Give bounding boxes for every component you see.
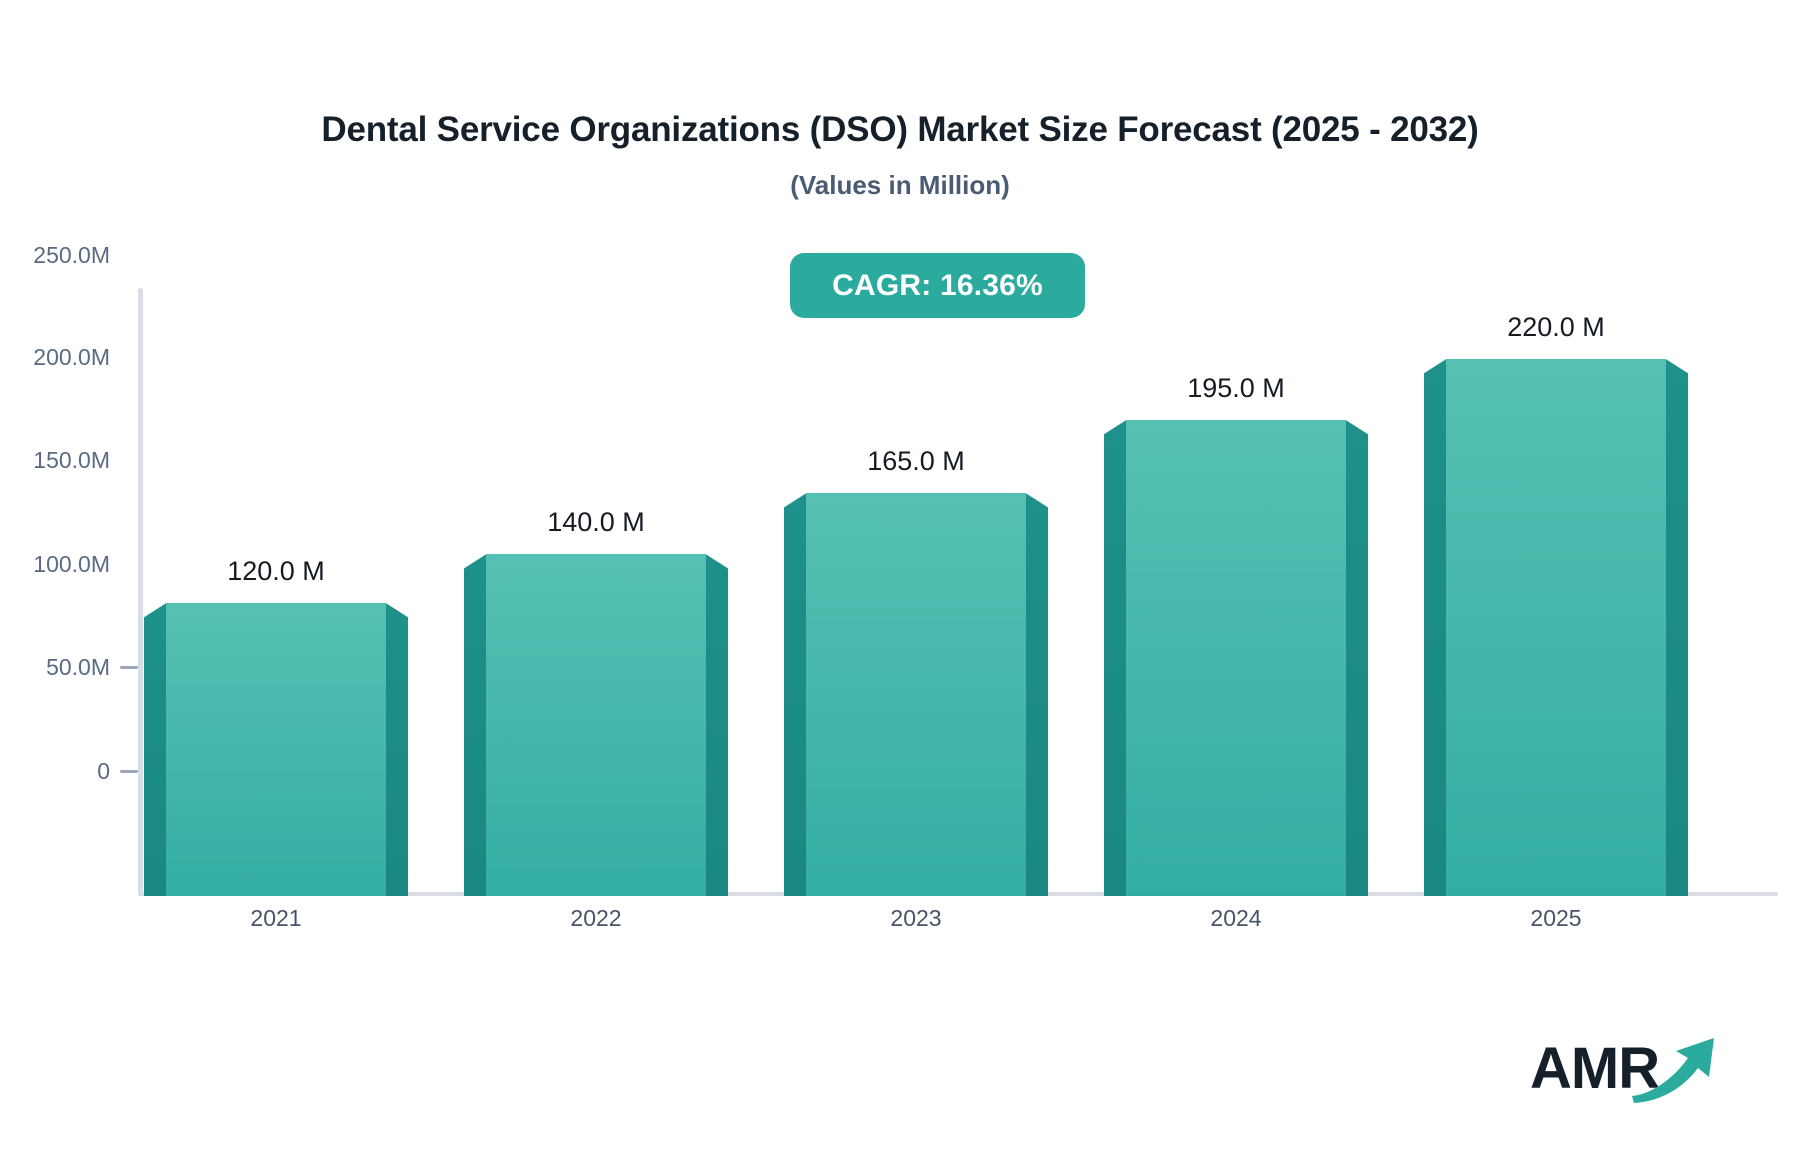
bar-bevel-left bbox=[1424, 359, 1446, 896]
bar-bevel-right bbox=[386, 603, 408, 896]
bar-bevel-left bbox=[784, 493, 806, 896]
growth-arrow-icon bbox=[1632, 1038, 1714, 1103]
bar-value-label: 120.0 M bbox=[227, 556, 325, 587]
y-axis-tick-label: 150.0M bbox=[33, 447, 110, 473]
bar-2021[interactable]: 120.0 M bbox=[144, 556, 408, 896]
x-axis-tick-label: 2021 bbox=[250, 905, 302, 931]
bar-2023[interactable]: 165.0 M bbox=[784, 446, 1048, 896]
bar-bevel-left bbox=[464, 554, 486, 896]
bar-face bbox=[486, 554, 706, 896]
y-axis-tick-mark bbox=[120, 770, 138, 773]
x-axis-tick-label: 2022 bbox=[570, 905, 622, 931]
chart-subtitle: (Values in Million) bbox=[790, 170, 1010, 200]
bar-face bbox=[806, 493, 1026, 896]
x-axis-tick-label: 2024 bbox=[1210, 905, 1262, 931]
bar-face bbox=[1126, 420, 1346, 896]
page-title: Dental Service Organizations (DSO) Marke… bbox=[321, 110, 1479, 149]
bar-face bbox=[166, 603, 386, 896]
bar-2025[interactable]: 220.0 M bbox=[1424, 312, 1688, 896]
bar-bevel-right bbox=[1666, 359, 1688, 896]
cagr-badge: CAGR: 16.36% bbox=[790, 253, 1085, 318]
bars-layer: 120.0 M 140.0 M 165.0 M 195.0 M 220.0 M bbox=[138, 288, 1778, 896]
bar-bevel-right bbox=[1026, 493, 1048, 896]
amr-logo: AMR bbox=[1530, 1036, 1720, 1120]
bar-value-label: 140.0 M bbox=[547, 507, 645, 538]
y-axis-line bbox=[138, 288, 143, 896]
x-axis-tick-label: 2025 bbox=[1530, 905, 1582, 931]
y-axis-tick-mark bbox=[120, 666, 138, 669]
bar-value-label: 165.0 M bbox=[867, 446, 965, 477]
y-axis-tick-label: 100.0M bbox=[33, 551, 110, 577]
y-axis-tick-label: 250.0M bbox=[33, 242, 110, 268]
bar-bevel-right bbox=[1346, 420, 1368, 896]
amr-logo-text: AMR bbox=[1530, 1036, 1660, 1101]
y-axis-tick-label: 0 bbox=[97, 758, 110, 784]
bar-value-label: 220.0 M bbox=[1507, 312, 1605, 343]
bar-2022[interactable]: 140.0 M bbox=[464, 507, 728, 896]
bar-face bbox=[1446, 359, 1666, 896]
y-axis-tick-label: 200.0M bbox=[33, 344, 110, 370]
bar-bevel-left bbox=[144, 603, 166, 896]
bar-2024[interactable]: 195.0 M bbox=[1104, 373, 1368, 896]
y-axis-tick-label: 50.0M bbox=[46, 654, 110, 680]
bar-value-label: 195.0 M bbox=[1187, 373, 1285, 404]
bar-bevel-right bbox=[706, 554, 728, 896]
x-axis-tick-label: 2023 bbox=[890, 905, 942, 931]
bar-bevel-left bbox=[1104, 420, 1126, 896]
